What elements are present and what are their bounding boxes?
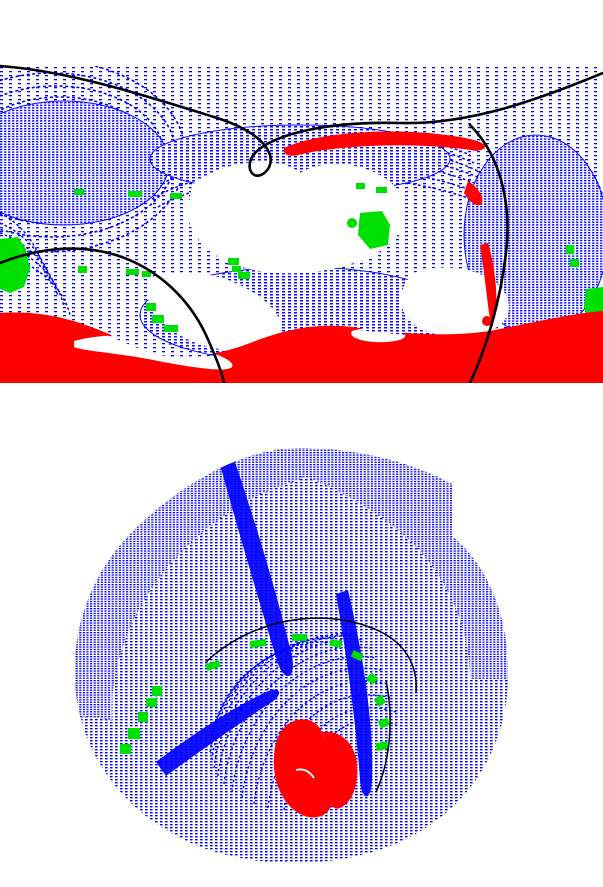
separatrix-upper — [0, 64, 603, 177]
sphere-limb-dense — [74, 448, 509, 720]
red-upper-arc — [283, 131, 486, 156]
separatrix-curves — [0, 64, 603, 383]
sphere-flow-channels — [156, 448, 373, 797]
separatrix-right — [468, 123, 509, 383]
map-plot — [0, 63, 603, 383]
sphere-plot — [74, 448, 509, 863]
sphere-green-dashes — [120, 633, 391, 754]
sphere-render-panel — [0, 440, 603, 887]
green-boundary-patches — [0, 183, 603, 332]
sphere-separatrix — [205, 617, 417, 793]
equirectangular-map-panel — [0, 63, 603, 383]
closed-field-red — [0, 131, 603, 383]
sphere-red-streak — [295, 768, 315, 779]
separatrix-left — [0, 247, 226, 383]
red-basal-band — [0, 311, 603, 383]
sphere-red-region — [273, 719, 358, 818]
